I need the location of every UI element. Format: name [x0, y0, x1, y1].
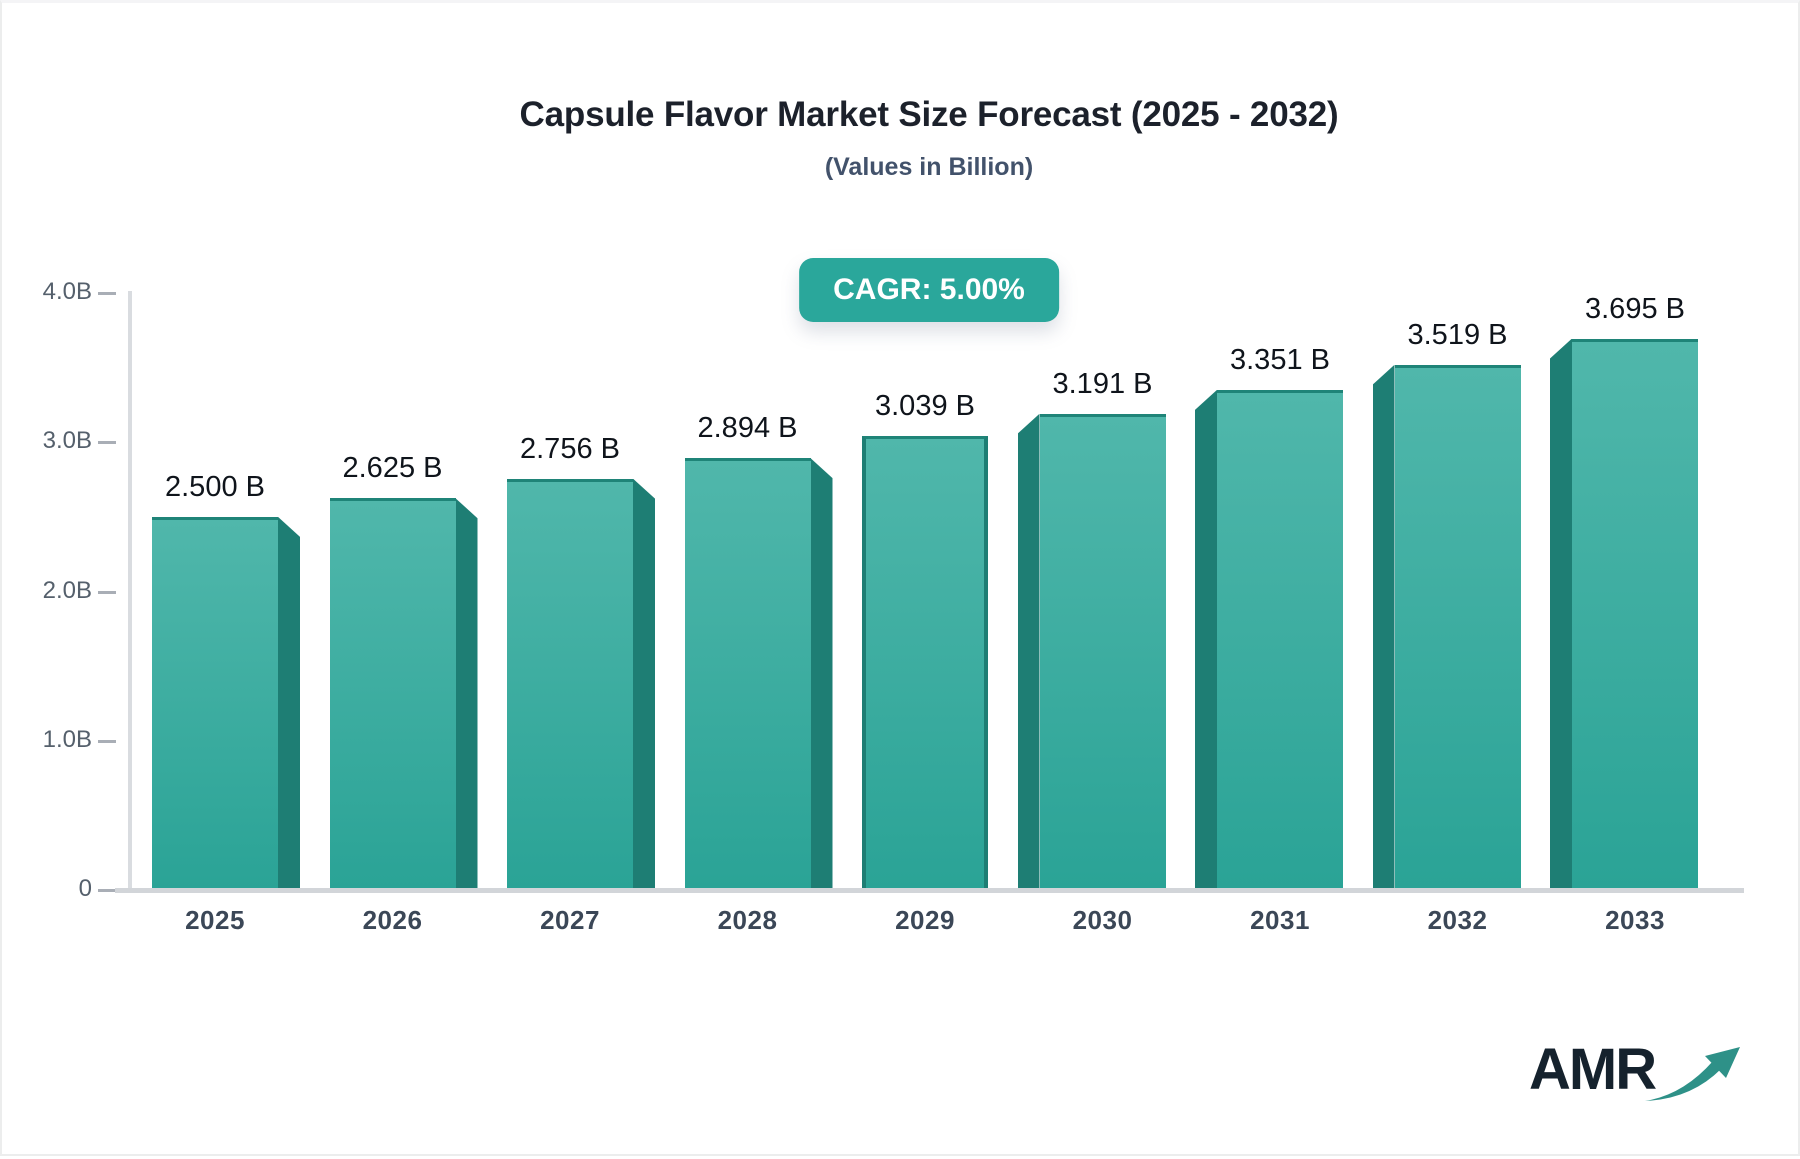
bar-value-label: 3.695 B: [1585, 292, 1685, 325]
bar-value-label: 2.756 B: [520, 432, 620, 465]
y-axis-tick-label: 1.0B: [42, 725, 92, 753]
bar-2026: [329, 498, 456, 890]
y-axis-tick-mark: [98, 739, 116, 743]
bar-2030: [1039, 413, 1166, 890]
y-axis-tick-mark: [98, 590, 116, 594]
x-axis-label-2031: 2031: [1250, 905, 1310, 935]
bar-value-label: 3.351 B: [1230, 343, 1330, 376]
x-axis-label-2029: 2029: [895, 905, 955, 935]
bar-2029: [862, 436, 988, 890]
bar-2033: [1572, 338, 1698, 890]
y-axis-tick-mark: [98, 889, 116, 892]
y-axis-tick-label: 4.0B: [42, 278, 92, 305]
bar-side-2032: [1372, 364, 1395, 890]
y-axis-tick-label: 2.0B: [42, 576, 92, 604]
bar-side-2027: [633, 478, 655, 890]
bar-value-label: 2.625 B: [342, 452, 443, 485]
x-axis-line: [115, 888, 1744, 893]
bar-2032: [1394, 364, 1521, 890]
bar-side-2030: [1017, 413, 1040, 890]
bar-side-2033: [1550, 338, 1572, 890]
x-axis-label-2030: 2030: [1072, 905, 1133, 935]
bar-value-label: 3.039 B: [875, 390, 975, 423]
cagr-badge: CAGR: 5.00%: [799, 258, 1059, 322]
bar-2025: [152, 516, 278, 890]
bar-2031: [1217, 389, 1343, 890]
y-axis-tick-label: 0: [78, 875, 92, 902]
bar-value-label: 3.191 B: [1052, 367, 1153, 400]
bar-side-2031: [1195, 389, 1217, 890]
x-axis-label-2027: 2027: [540, 905, 600, 935]
logo-text: AMR: [1529, 1037, 1657, 1102]
x-axis-label-2026: 2026: [362, 905, 423, 935]
logo-arrow-icon: [1645, 1047, 1741, 1101]
chart-subtitle: (Values in Billion): [824, 153, 1034, 181]
x-axis-label-2025: 2025: [185, 905, 245, 935]
chart-title: Capsule Flavor Market Size Forecast (202…: [519, 95, 1339, 134]
y-axis-tick-mark: [98, 292, 116, 295]
bar-side-2028: [810, 458, 833, 890]
bar-2027: [507, 478, 633, 890]
y-axis-tick-mark: [98, 441, 116, 445]
y-axis-tick-label: 3.0B: [42, 427, 92, 455]
x-axis-label-2032: 2032: [1427, 905, 1488, 935]
bar-side-2025: [278, 516, 300, 890]
amr-logo: AMR: [1529, 1041, 1748, 1105]
bar-value-label: 2.894 B: [697, 412, 798, 445]
x-axis-label-2033: 2033: [1605, 905, 1665, 935]
y-axis-line: [128, 291, 132, 891]
x-axis-label-2028: 2028: [717, 905, 778, 935]
bar-value-label: 3.519 B: [1407, 318, 1508, 351]
bar-value-label: 2.500 B: [165, 470, 265, 503]
bar-2028: [684, 458, 811, 890]
bar-side-2026: [455, 498, 478, 890]
bar-chart: 4.0B 3.0B 2.0B 1.0B 0 2.500 B 2025 2.625 B 2026 2…: [2, 3, 1800, 1159]
